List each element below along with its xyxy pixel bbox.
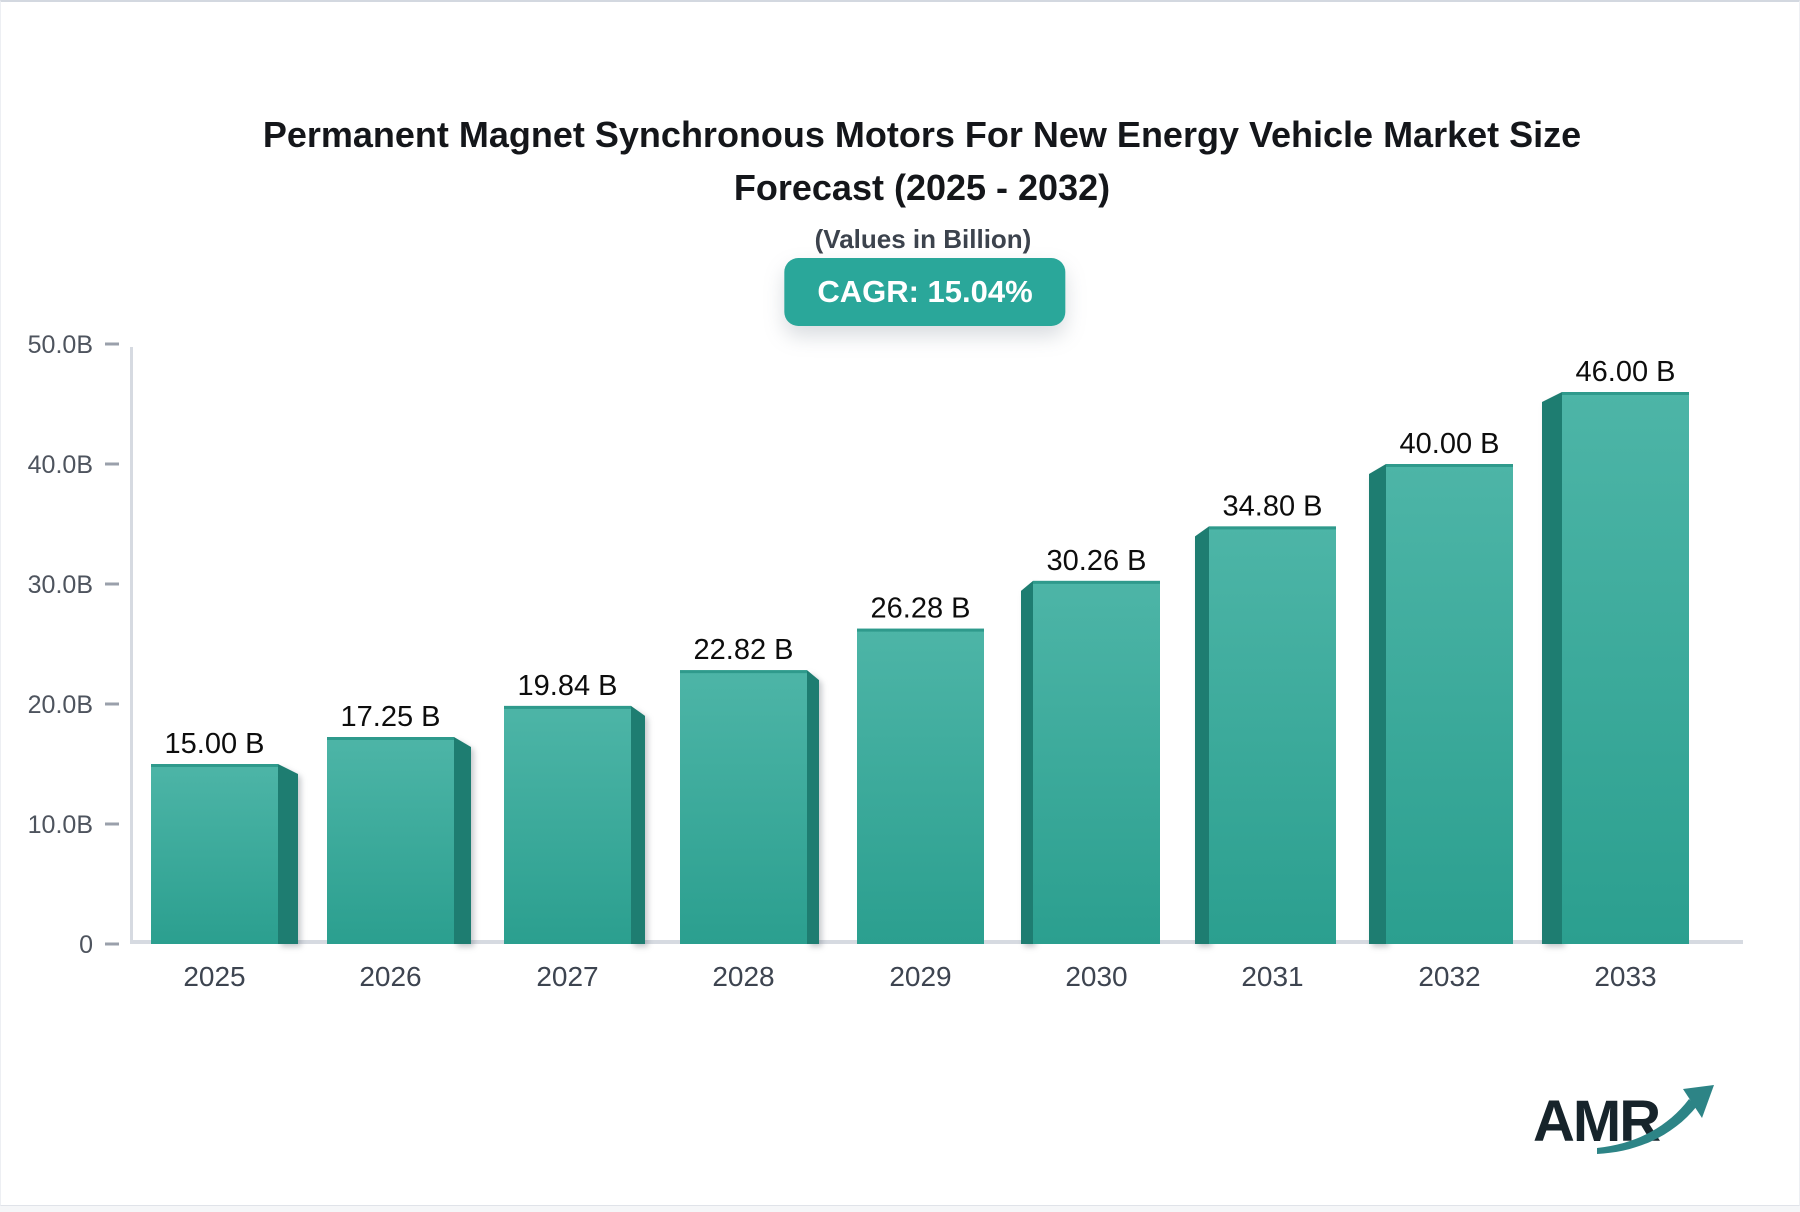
bar-top-edge — [151, 764, 278, 767]
bar-side-face — [1369, 464, 1386, 944]
bar-top-edge — [1386, 464, 1513, 467]
bar-side-face — [278, 764, 298, 944]
y-tick-label: 50.0B — [28, 331, 93, 359]
bar-value-label: 40.00 B — [1400, 428, 1500, 460]
y-tick-label: 40.0B — [28, 451, 93, 479]
x-tick-label: 2029 — [889, 961, 951, 992]
bar-face — [504, 705, 631, 944]
bar-value-label: 22.82 B — [694, 634, 794, 666]
x-tick-label: 2032 — [1418, 961, 1480, 992]
bar-value-label: 26.28 B — [871, 593, 971, 625]
x-tick-label: 2025 — [183, 961, 245, 992]
bar-2027[interactable] — [504, 705, 645, 944]
y-tick-label: 0 — [79, 931, 93, 959]
bar-value-label: 17.25 B — [341, 701, 441, 733]
bar-value-label: 19.84 B — [518, 670, 618, 702]
bar-face — [857, 628, 984, 944]
chart-title-line1: Permanent Magnet Synchronous Motors For … — [262, 114, 1582, 155]
y-tick-label: 20.0B — [28, 691, 93, 719]
y-tick — [105, 342, 119, 346]
x-tick-label: 2027 — [536, 961, 598, 992]
bar-top-edge — [1209, 526, 1336, 530]
x-tick-label: 2028 — [712, 961, 774, 992]
x-tick-label: 2031 — [1241, 961, 1303, 992]
cagr-badge: CAGR: 15.04% — [784, 258, 1066, 326]
y-tick-label: 30.0B — [28, 571, 93, 599]
bar-top-edge — [504, 705, 631, 709]
y-tick — [105, 822, 119, 826]
x-tick-label: 2026 — [359, 961, 421, 992]
bar-face — [151, 764, 278, 944]
bar-value-label: 34.80 B — [1223, 490, 1323, 522]
bar-side-face — [1021, 580, 1033, 944]
amr-logo: AMR — [1533, 1085, 1723, 1174]
bar-top-edge — [1033, 580, 1160, 584]
bar-2029[interactable] — [857, 628, 984, 944]
y-tick — [105, 462, 119, 466]
y-tick — [105, 702, 119, 706]
bar-face — [327, 737, 454, 944]
growth-arrow-icon — [1597, 1085, 1714, 1154]
bar-side-face — [1195, 526, 1209, 944]
bar-2025[interactable] — [151, 764, 298, 944]
y-tick-label: 10.0B — [28, 811, 93, 839]
bar-side-face — [631, 705, 645, 944]
bar-face — [1386, 464, 1513, 944]
bar-face — [680, 670, 807, 944]
bar-2031[interactable] — [1195, 526, 1336, 944]
bar-top-edge — [857, 628, 984, 632]
bar-side-face — [807, 670, 819, 944]
x-tick-label: 2030 — [1065, 961, 1127, 992]
bar-2032[interactable] — [1369, 464, 1513, 944]
chart-title: Permanent Magnet Synchronous Motors For … — [112, 108, 1732, 214]
bar-face — [1209, 526, 1336, 944]
chart-title-line2: Forecast (2025 - 2032) — [733, 167, 1111, 208]
bar-value-label: 46.00 B — [1576, 356, 1676, 388]
y-tick — [105, 942, 119, 946]
bar-value-label: 30.26 B — [1047, 545, 1147, 577]
bar-2026[interactable] — [327, 737, 471, 944]
y-tick — [105, 582, 119, 586]
bar-2028[interactable] — [680, 670, 819, 944]
bar-side-face — [454, 737, 471, 944]
bar-2030[interactable] — [1021, 580, 1160, 944]
bar-2033[interactable] — [1542, 392, 1689, 944]
y-axis-line — [130, 347, 133, 944]
bar-face — [1562, 392, 1689, 944]
bar-side-face — [1542, 392, 1562, 944]
bar-top-edge — [1562, 392, 1689, 395]
bar-face — [1033, 580, 1160, 944]
bar-top-edge — [680, 670, 807, 674]
chart-subtitle: (Values in Billion) — [814, 224, 1032, 254]
bar-value-label: 15.00 B — [165, 728, 265, 760]
bar-top-edge — [327, 737, 454, 740]
x-tick-label: 2033 — [1594, 961, 1656, 992]
